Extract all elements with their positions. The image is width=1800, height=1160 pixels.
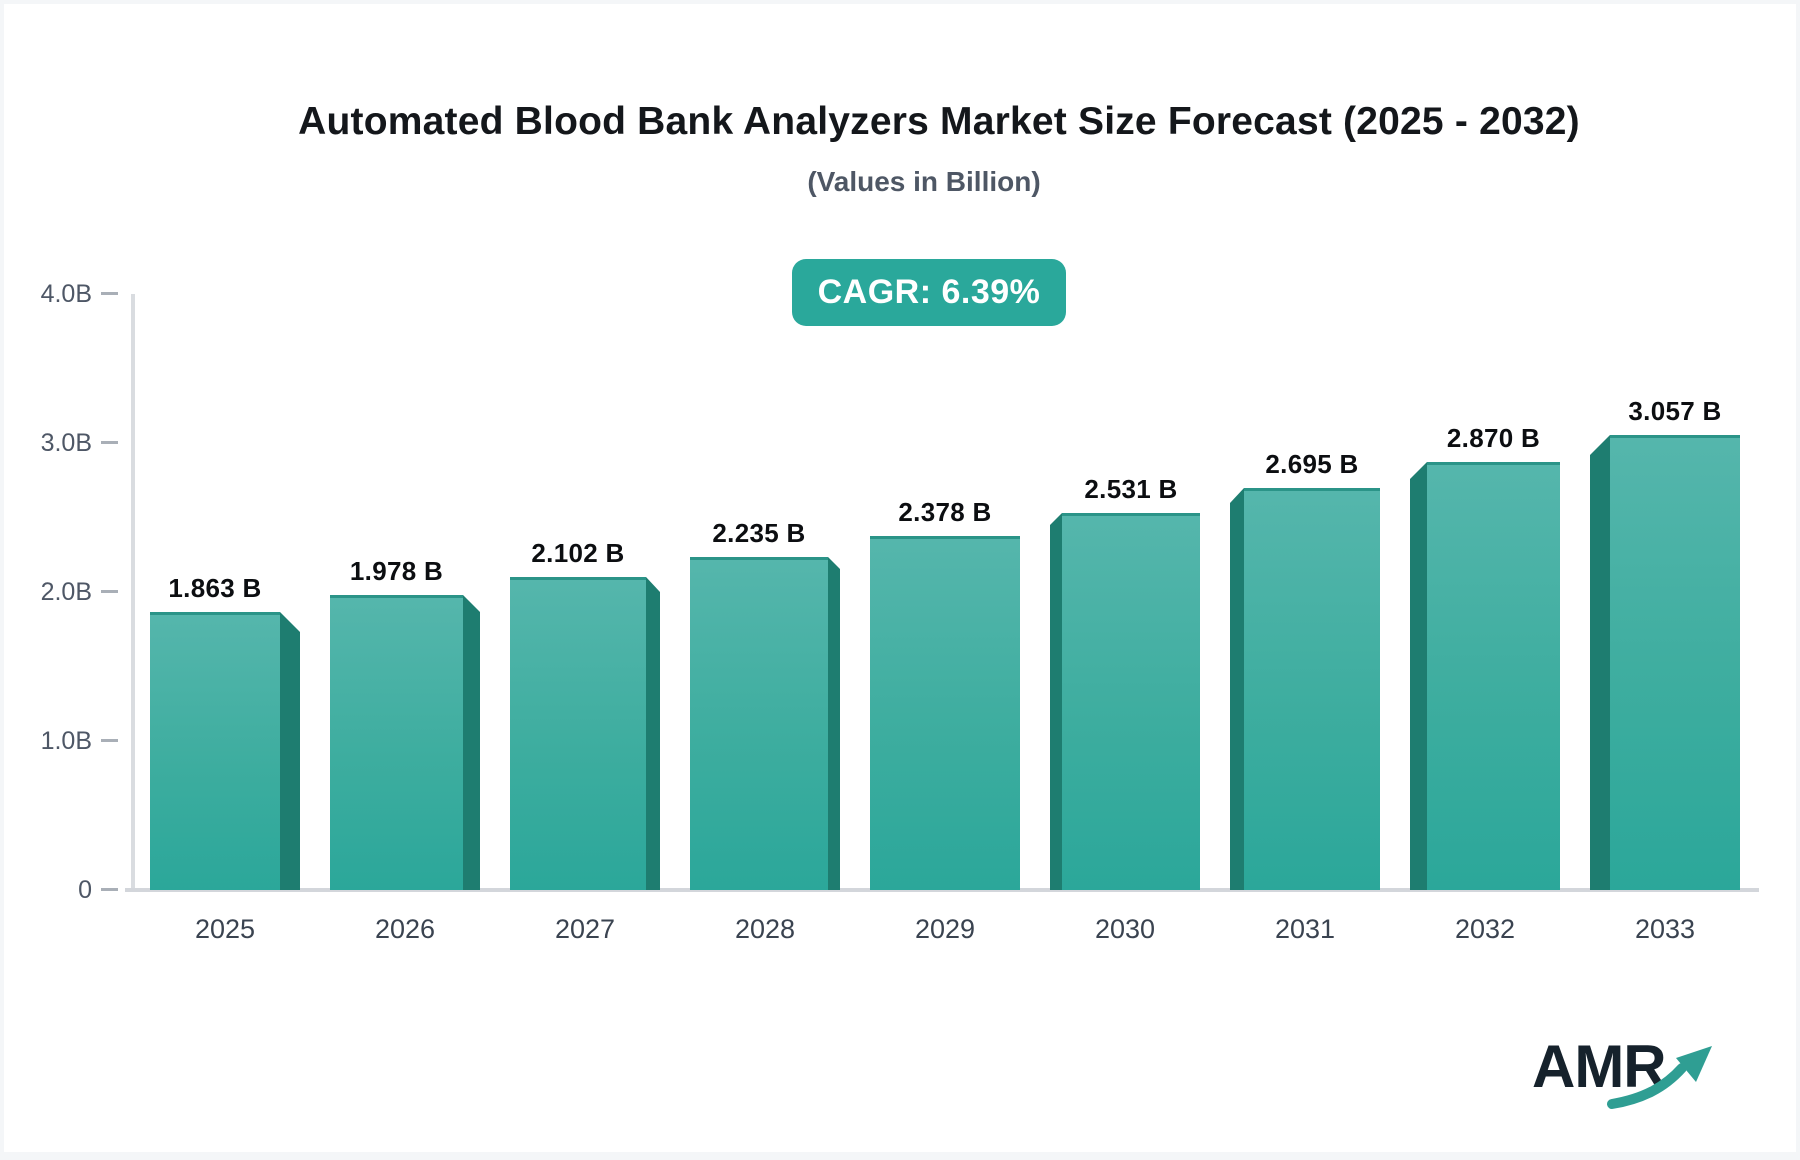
x-tick-label-2027: 2027: [554, 914, 616, 944]
y-tick-dash: [101, 292, 118, 295]
y-tick-label: 3.0B: [40, 429, 92, 457]
bar-value-label: 2.695 B: [1265, 449, 1359, 479]
bar-face: [1062, 513, 1200, 890]
bar-2031: 2.695 B: [1230, 449, 1380, 890]
x-tick-label-2029: 2029: [914, 914, 976, 944]
bar-value-label: 1.978 B: [349, 556, 444, 586]
bar-2032: 2.870 B: [1410, 423, 1560, 890]
y-tick-dash: [101, 590, 118, 593]
trend-arrow-icon: [1607, 1046, 1712, 1109]
bar-side-shade: [280, 612, 300, 890]
bar-2030: 2.531 B: [1050, 474, 1200, 890]
bar-2033: 3.057 B: [1590, 396, 1740, 890]
bar-face: [510, 577, 646, 890]
amr-logo: AMR: [1532, 1032, 1732, 1122]
bar-face: [690, 557, 828, 890]
bar-side-shade: [1410, 462, 1427, 890]
bar-side-shade: [646, 577, 660, 890]
bar-value-label: 2.235 B: [712, 518, 806, 548]
bar-face: [1427, 462, 1560, 890]
bar-2028: 2.235 B: [690, 518, 840, 890]
bar-value-label: 2.531 B: [1084, 474, 1178, 504]
bar-side-shade: [1230, 488, 1244, 890]
x-tick-label-2031: 2031: [1274, 914, 1336, 944]
y-tick-dash: [101, 441, 118, 444]
cagr-badge: CAGR: 6.39%: [792, 259, 1066, 326]
bar-side-shade: [463, 595, 480, 890]
x-tick-label-2033: 2033: [1634, 914, 1696, 944]
y-tick-dash: [101, 888, 118, 891]
page-title: Automated Blood Bank Analyzers Market Si…: [298, 100, 1580, 143]
bar-face: [1244, 488, 1380, 890]
chart-card: Automated Blood Bank Analyzers Market Si…: [4, 4, 1796, 1152]
bar-value-label: 2.102 B: [531, 538, 625, 568]
bar-face: [1610, 435, 1740, 890]
bar-value-label: 3.057 B: [1628, 396, 1722, 426]
x-tick-label-2030: 2030: [1094, 914, 1156, 944]
bar-side-shade: [1050, 513, 1062, 890]
bar-2025: 1.863 B: [150, 573, 300, 890]
x-tick-label-2028: 2028: [734, 914, 796, 944]
bar-2026: 1.978 B: [330, 556, 480, 890]
plot-area: 0 1.0B 2.0B 3.0B 4.0B 1.863 B 1.978 B 2.102 B 2…: [4, 4, 1800, 1160]
bar-face: [870, 536, 1020, 890]
y-tick-dash: [101, 739, 118, 742]
bar-value-label: 2.870 B: [1446, 423, 1541, 453]
y-axis-line: [131, 294, 135, 892]
bar-side-shade: [1590, 435, 1610, 890]
y-tick-label: 0: [78, 876, 92, 904]
bar-value-label: 2.378 B: [898, 497, 992, 527]
x-axis-line: [125, 888, 1759, 892]
bar-side-shade: [828, 557, 840, 890]
y-tick-label: 1.0B: [40, 727, 92, 755]
bars-container: 1.863 B 1.978 B 2.102 B 2.235 B 2.378 B 2.531…: [135, 294, 1755, 890]
x-tick-label-2025: 2025: [194, 914, 256, 944]
page-subtitle: (Values in Billion): [807, 166, 1041, 197]
x-tick-label-2032: 2032: [1454, 914, 1516, 944]
x-tick-label-2026: 2026: [374, 914, 436, 944]
amr-logo-text: AMR: [1532, 1033, 1667, 1100]
y-tick-label: 2.0B: [40, 578, 92, 606]
bar-face: [330, 595, 463, 890]
y-tick-label: 4.0B: [40, 280, 92, 308]
bar-value-label: 1.863 B: [168, 573, 262, 603]
bar-2027: 2.102 B: [510, 538, 660, 890]
bar-2029: 2.378 B: [870, 497, 1020, 890]
bar-face: [150, 612, 280, 890]
